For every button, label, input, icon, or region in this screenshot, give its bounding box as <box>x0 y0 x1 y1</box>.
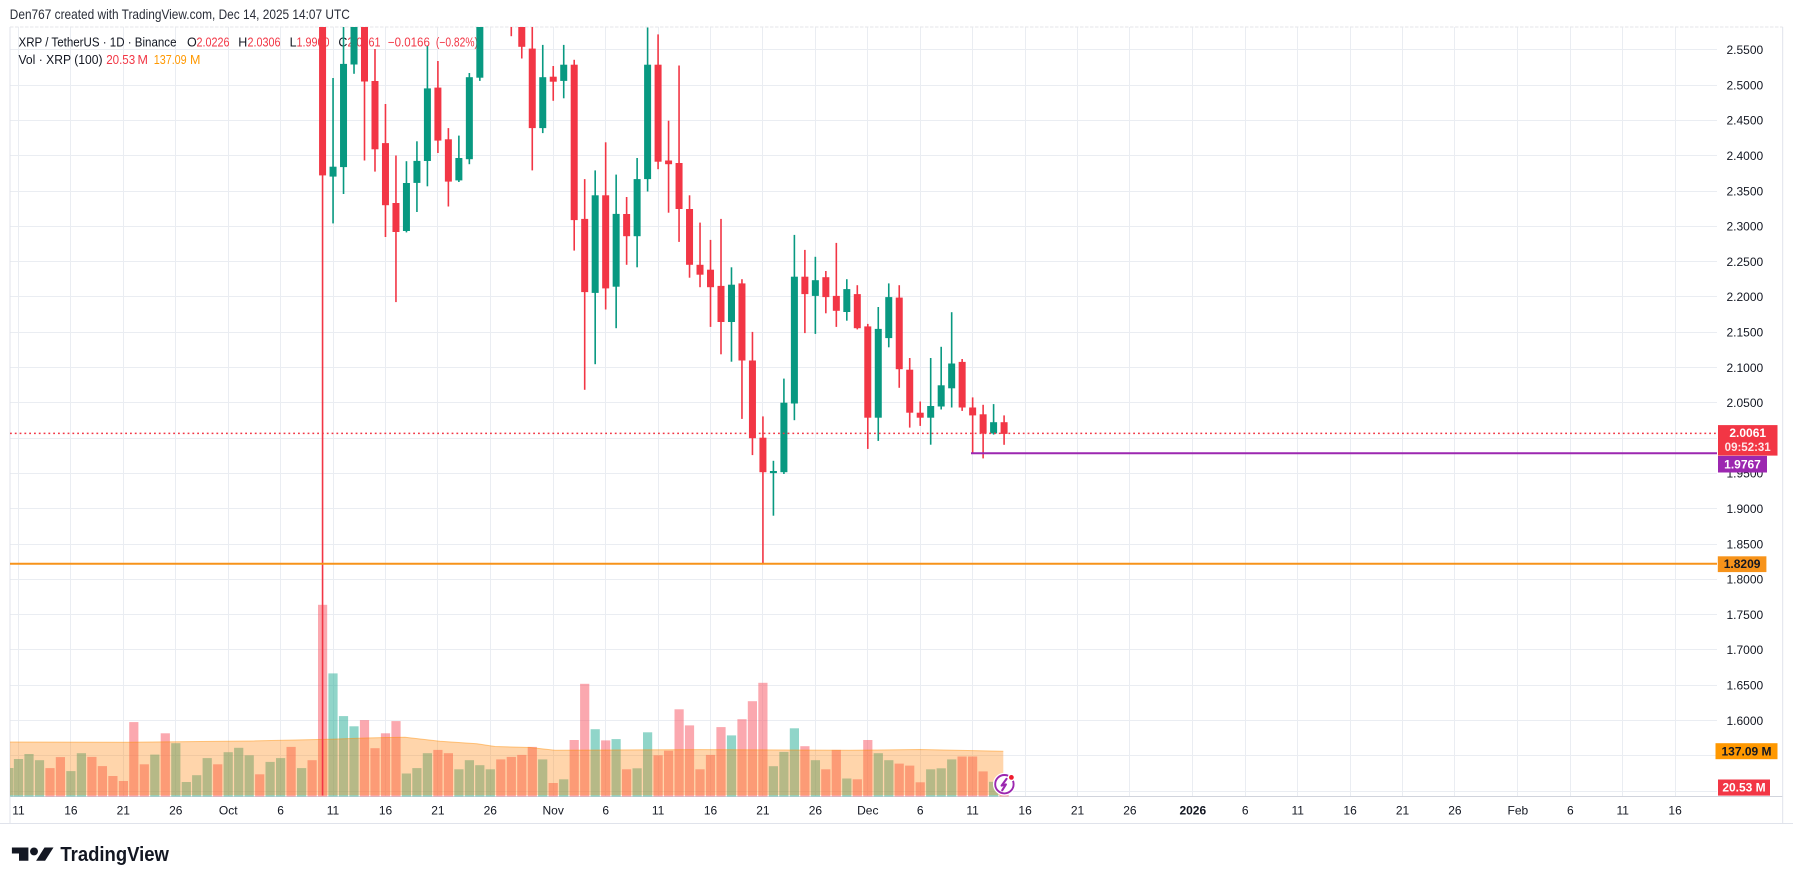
svg-text:2.4500: 2.4500 <box>1727 114 1764 128</box>
svg-text:1.6500: 1.6500 <box>1727 679 1764 693</box>
svg-text:6: 6 <box>602 804 609 818</box>
svg-text:09:52:31: 09:52:31 <box>1725 442 1772 454</box>
svg-text:137.09 M: 137.09 M <box>1721 744 1771 758</box>
svg-text:26: 26 <box>1448 804 1462 818</box>
svg-text:2.0500: 2.0500 <box>1727 396 1764 410</box>
svg-text:137.09: 137.09 <box>154 53 187 67</box>
svg-text:2.5000: 2.5000 <box>1727 78 1764 92</box>
svg-text:20.53 M: 20.53 M <box>1722 781 1765 795</box>
svg-text:(−0.82%): (−0.82%) <box>436 36 478 50</box>
svg-text:2.3500: 2.3500 <box>1727 184 1764 198</box>
svg-text:−0.0166: −0.0166 <box>388 36 430 50</box>
svg-text:2.2500: 2.2500 <box>1727 255 1764 269</box>
svg-text:1.9000: 1.9000 <box>1727 502 1764 516</box>
svg-text:1.6000: 1.6000 <box>1727 714 1764 728</box>
svg-text:1.8000: 1.8000 <box>1727 573 1764 587</box>
svg-text:Oct: Oct <box>219 804 238 818</box>
svg-text:TradingView: TradingView <box>60 843 169 866</box>
svg-text:11: 11 <box>1291 804 1304 818</box>
svg-text:21: 21 <box>431 804 445 818</box>
svg-text:16: 16 <box>1668 804 1682 818</box>
svg-text:M: M <box>138 53 148 67</box>
svg-text:O: O <box>187 36 197 50</box>
svg-text:21: 21 <box>756 804 770 818</box>
svg-text:16: 16 <box>64 804 78 818</box>
svg-text:2.1000: 2.1000 <box>1727 361 1764 375</box>
svg-text:2.3000: 2.3000 <box>1727 220 1764 234</box>
svg-text:26: 26 <box>809 804 823 818</box>
svg-text:26: 26 <box>484 804 498 818</box>
svg-text:6: 6 <box>917 804 924 818</box>
svg-text:1.7000: 1.7000 <box>1727 643 1764 657</box>
svg-text:2.2000: 2.2000 <box>1727 290 1764 304</box>
svg-text:XRP / TetherUS · 1D · Binance: XRP / TetherUS · 1D · Binance <box>19 36 177 50</box>
svg-text:2.5500: 2.5500 <box>1727 43 1764 57</box>
svg-text:16: 16 <box>704 804 718 818</box>
svg-text:2.0306: 2.0306 <box>248 36 281 50</box>
svg-text:1.7500: 1.7500 <box>1727 608 1764 622</box>
svg-text:11: 11 <box>12 804 25 818</box>
svg-text:26: 26 <box>169 804 183 818</box>
svg-text:M: M <box>190 53 200 67</box>
svg-text:1.8209: 1.8209 <box>1724 557 1761 571</box>
svg-text:26: 26 <box>1123 804 1137 818</box>
svg-text:Nov: Nov <box>543 804 564 818</box>
svg-text:21: 21 <box>117 804 131 818</box>
svg-text:16: 16 <box>1343 804 1357 818</box>
svg-text:11: 11 <box>327 804 340 818</box>
svg-text:2.0226: 2.0226 <box>197 36 230 50</box>
svg-text:L: L <box>290 36 297 50</box>
svg-text:2026: 2026 <box>1179 804 1206 818</box>
svg-text:Den767 created with TradingVie: Den767 created with TradingView.com, Dec… <box>10 6 350 22</box>
svg-text:6: 6 <box>277 804 284 818</box>
svg-text:H: H <box>238 36 247 50</box>
svg-text:21: 21 <box>1396 804 1410 818</box>
svg-text:16: 16 <box>379 804 393 818</box>
svg-text:2.4000: 2.4000 <box>1727 149 1764 163</box>
svg-text:20.53: 20.53 <box>106 53 135 67</box>
svg-text:1.9767: 1.9767 <box>1724 457 1761 471</box>
svg-text:11: 11 <box>1616 804 1629 818</box>
svg-text:21: 21 <box>1071 804 1085 818</box>
svg-text:1.8500: 1.8500 <box>1727 537 1764 551</box>
svg-text:2.1500: 2.1500 <box>1727 326 1764 340</box>
svg-text:16: 16 <box>1018 804 1032 818</box>
svg-text:6: 6 <box>1242 804 1249 818</box>
svg-text:6: 6 <box>1567 804 1574 818</box>
svg-text:11: 11 <box>652 804 665 818</box>
svg-text:Vol · XRP (100): Vol · XRP (100) <box>19 53 103 67</box>
svg-text:11: 11 <box>966 804 979 818</box>
svg-text:Feb: Feb <box>1508 804 1529 818</box>
svg-text:Dec: Dec <box>857 804 878 818</box>
svg-text:2.0061: 2.0061 <box>1729 426 1766 440</box>
